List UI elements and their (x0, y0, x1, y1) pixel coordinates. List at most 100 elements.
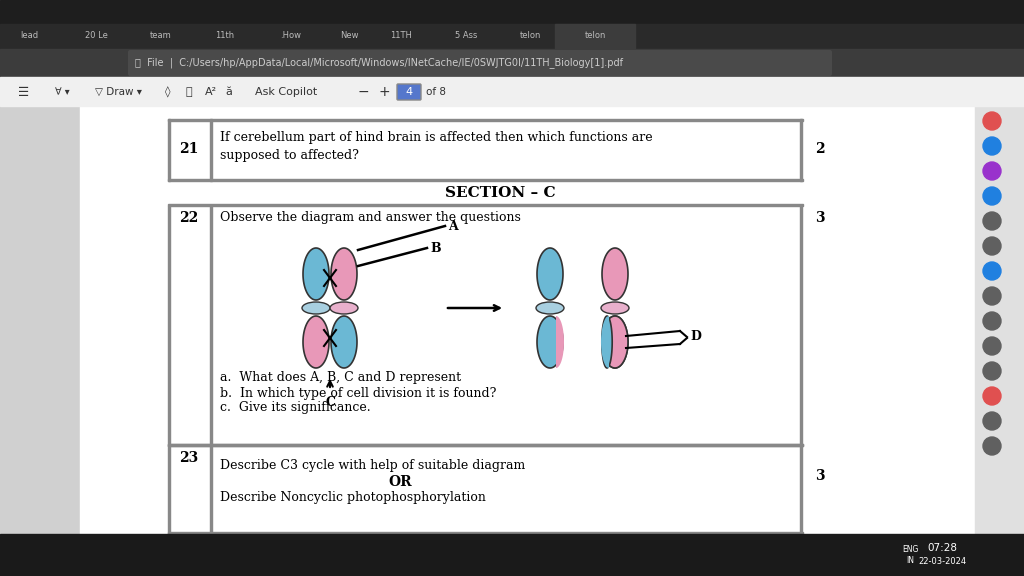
Text: Describe Noncyclic photophosphorylation: Describe Noncyclic photophosphorylation (220, 491, 485, 505)
FancyBboxPatch shape (397, 84, 421, 100)
Bar (800, 446, 802, 534)
Text: 11th: 11th (215, 32, 234, 40)
Text: ☰: ☰ (18, 85, 30, 98)
Text: D: D (690, 329, 700, 343)
Bar (80, 106, 975, 534)
Ellipse shape (302, 302, 330, 314)
Polygon shape (331, 248, 357, 300)
Circle shape (983, 387, 1001, 405)
Text: 4: 4 (406, 87, 413, 97)
Text: OR: OR (388, 475, 412, 489)
Circle shape (983, 187, 1001, 205)
Text: 2: 2 (815, 142, 824, 156)
Text: New: New (340, 32, 358, 40)
Text: ă: ă (225, 87, 231, 97)
Circle shape (983, 112, 1001, 130)
Bar (168, 446, 803, 534)
Text: a.  What does A, B, C and D represent: a. What does A, B, C and D represent (220, 372, 461, 385)
Bar (168, 206, 170, 446)
Text: ∀ ▾: ∀ ▾ (55, 87, 70, 97)
Bar (168, 446, 170, 534)
Text: −: − (358, 85, 370, 99)
Ellipse shape (330, 302, 358, 314)
Polygon shape (537, 316, 563, 368)
Bar (168, 532, 803, 534)
Text: ◊: ◊ (165, 86, 171, 98)
Ellipse shape (601, 302, 629, 314)
Bar (168, 119, 170, 181)
Text: 20 Le: 20 Le (85, 32, 108, 40)
Text: A²: A² (205, 87, 217, 97)
Bar (800, 206, 802, 446)
Polygon shape (537, 248, 563, 300)
Circle shape (983, 362, 1001, 380)
Text: Ask Copilot: Ask Copilot (255, 87, 317, 97)
Text: 3: 3 (815, 211, 824, 225)
Bar (210, 446, 212, 534)
Circle shape (983, 237, 1001, 255)
Bar (800, 119, 802, 181)
Circle shape (983, 212, 1001, 230)
Text: 07:28: 07:28 (927, 543, 957, 553)
Circle shape (983, 262, 1001, 280)
Bar (0, 24, 1024, 49)
Text: 11TH: 11TH (390, 32, 412, 40)
Text: ⓘ  File  |  C:/Users/hp/AppData/Local/Microsoft/Windows/INetCache/IE/0SWJTG0I/11: ⓘ File | C:/Users/hp/AppData/Local/Micro… (135, 58, 623, 69)
Polygon shape (303, 248, 329, 300)
Text: Observe the diagram and answer the questions: Observe the diagram and answer the quest… (220, 210, 521, 223)
Text: of 8: of 8 (426, 87, 446, 97)
Circle shape (983, 287, 1001, 305)
Circle shape (983, 412, 1001, 430)
Text: C: C (325, 396, 335, 409)
Bar (168, 119, 803, 121)
Text: b.  In which type of cell division it is found?: b. In which type of cell division it is … (220, 386, 497, 400)
Polygon shape (602, 248, 628, 300)
Bar (168, 444, 803, 446)
Polygon shape (602, 316, 612, 368)
Text: Describe C3 cycle with help of suitable diagram: Describe C3 cycle with help of suitable … (220, 460, 525, 472)
Polygon shape (303, 316, 329, 368)
Bar (168, 179, 803, 181)
Text: 22-03-2024: 22-03-2024 (918, 556, 966, 566)
Bar (168, 206, 803, 446)
Text: ▽ Draw ▾: ▽ Draw ▾ (95, 87, 142, 97)
Bar (210, 119, 212, 181)
Text: B: B (430, 241, 440, 255)
Text: 5 Ass: 5 Ass (455, 32, 477, 40)
Text: If cerebellum part of hind brain is affected then which functions are: If cerebellum part of hind brain is affe… (220, 131, 652, 145)
Bar (168, 204, 803, 206)
Text: 21: 21 (179, 142, 199, 156)
Polygon shape (556, 316, 564, 368)
Circle shape (983, 162, 1001, 180)
Circle shape (983, 337, 1001, 355)
Circle shape (983, 137, 1001, 155)
Bar (0, 77, 1024, 106)
Text: supposed to affected?: supposed to affected? (220, 150, 358, 162)
Text: A: A (449, 219, 458, 233)
Bar (975, 106, 1024, 534)
Text: SECTION – C: SECTION – C (444, 186, 555, 200)
Text: 22: 22 (179, 211, 199, 225)
Bar (0, 0, 1024, 24)
Text: telon: telon (585, 32, 606, 40)
Bar (168, 444, 803, 446)
Text: +: + (378, 85, 389, 99)
Text: c.  Give its significance.: c. Give its significance. (220, 401, 371, 415)
Polygon shape (601, 316, 609, 368)
Bar (210, 206, 212, 446)
Circle shape (983, 312, 1001, 330)
Circle shape (983, 437, 1001, 455)
Text: team: team (150, 32, 172, 40)
Text: lead: lead (20, 32, 38, 40)
Polygon shape (602, 316, 628, 368)
Polygon shape (602, 316, 628, 368)
Text: 23: 23 (179, 451, 199, 465)
FancyBboxPatch shape (128, 50, 831, 76)
Bar (0, 49, 1024, 77)
Text: telon: telon (520, 32, 542, 40)
Ellipse shape (536, 302, 564, 314)
Polygon shape (331, 316, 357, 368)
Bar (555, 24, 635, 49)
Text: .How: .How (280, 32, 301, 40)
Text: ENG
IN: ENG IN (902, 545, 919, 564)
